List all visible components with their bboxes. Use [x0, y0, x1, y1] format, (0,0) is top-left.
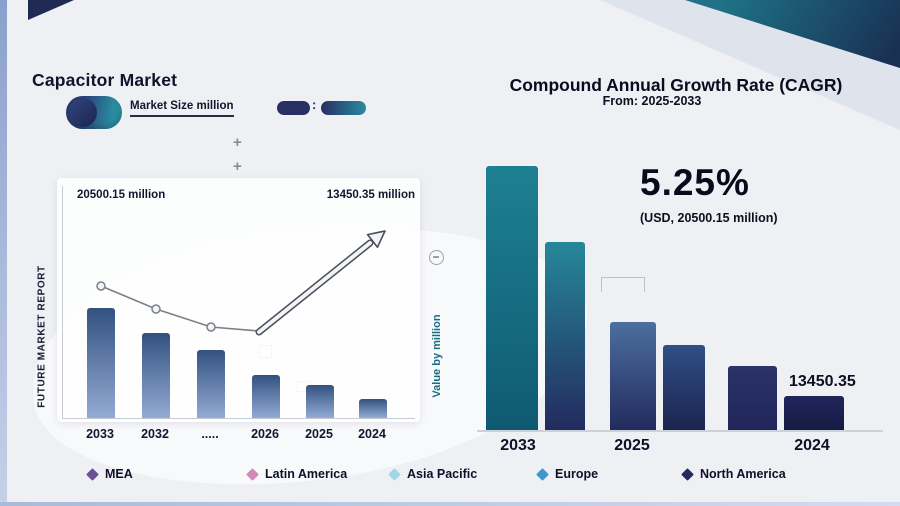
left-bar-2033	[87, 308, 115, 418]
legend-item-label: North America	[700, 467, 786, 481]
cagr-title: Compound Annual Growth Rate (CAGR)	[509, 74, 843, 95]
end-value-label: 13450.35	[789, 373, 856, 390]
right-bar	[728, 366, 777, 430]
cylinder-legend-icon	[66, 96, 122, 129]
left-x-labels: 2033 2032..... 2026 2025 2024	[62, 427, 414, 443]
cagr-detail: (USD, 20500.15 million)	[640, 211, 778, 225]
bottom-edge-strip	[0, 502, 900, 506]
left-bars	[62, 186, 415, 419]
right-bar	[545, 242, 585, 430]
right-bar	[486, 166, 538, 430]
legend-item-latin-america: Latin America	[246, 467, 348, 481]
legend-item-north-america: North America	[681, 467, 786, 481]
legend-item-label: Asia Pacific	[407, 467, 478, 481]
legend-item-label: Europe	[555, 467, 599, 481]
region-diamond	[246, 467, 259, 481]
left-x-label: .....	[201, 427, 219, 441]
region-diamond	[86, 467, 99, 481]
legend-item-mea: MEA	[86, 467, 133, 481]
right-bar-group-2024	[728, 366, 844, 430]
left-edge-strip	[0, 0, 7, 506]
right-bar	[784, 396, 844, 430]
plus-icon: +	[233, 158, 242, 175]
plus-icon: +	[233, 134, 242, 151]
right-bar	[663, 345, 705, 430]
region-legend: MEA Latin America Asia Pacific Europe No…	[0, 467, 900, 491]
left-x-label: 2032	[141, 427, 169, 441]
end-value-annotation: 13450.35 million	[326, 189, 415, 201]
left-bar-2025	[306, 385, 334, 418]
right-bar-group-2033	[486, 166, 585, 430]
left-x-label: 2033	[86, 427, 114, 441]
market-size-legend-label: Market Size million	[130, 100, 234, 117]
region-diamond	[388, 467, 401, 481]
legend-separator: :	[312, 97, 317, 112]
cagr-subtitle: From: 2025-2033	[602, 94, 702, 108]
left-x-label: 2026	[251, 427, 279, 441]
left-x-label: 2024	[358, 427, 386, 441]
left-bar-2024	[359, 399, 387, 418]
left-bar-2026	[252, 375, 280, 418]
page-title: Capacitor Market	[32, 69, 178, 90]
circle-minus-icon	[429, 250, 444, 265]
legend-item-label: Latin America	[265, 467, 348, 481]
trend-overlay	[96, 230, 386, 336]
start-value-annotation: 20500.15 million	[77, 189, 166, 201]
right-chart-baseline	[477, 430, 883, 432]
step-decoration-icon	[601, 277, 645, 292]
left-bar-.....	[197, 350, 225, 418]
right-bar	[610, 322, 656, 430]
cagr-value: 5.25%	[640, 162, 750, 203]
market-size-chart-panel: 20500.15 million 13450.35 million	[57, 178, 420, 422]
right-x-label: 2025	[614, 437, 650, 454]
region-diamond	[681, 467, 694, 481]
legend-pill-gradient	[321, 101, 366, 115]
right-bar-group-2025	[610, 322, 705, 430]
legend-item-europe: Europe	[536, 467, 599, 481]
left-bar-2032	[142, 333, 170, 418]
legend-item-label: MEA	[105, 467, 133, 481]
left-x-label: 2025	[305, 427, 333, 441]
region-diamond	[536, 467, 549, 481]
right-x-label: 2024	[794, 437, 830, 454]
legend-item-asia-pacific: Asia Pacific	[388, 467, 478, 481]
legend-pill-navy	[277, 101, 310, 115]
right-x-label: 2033	[500, 437, 536, 454]
